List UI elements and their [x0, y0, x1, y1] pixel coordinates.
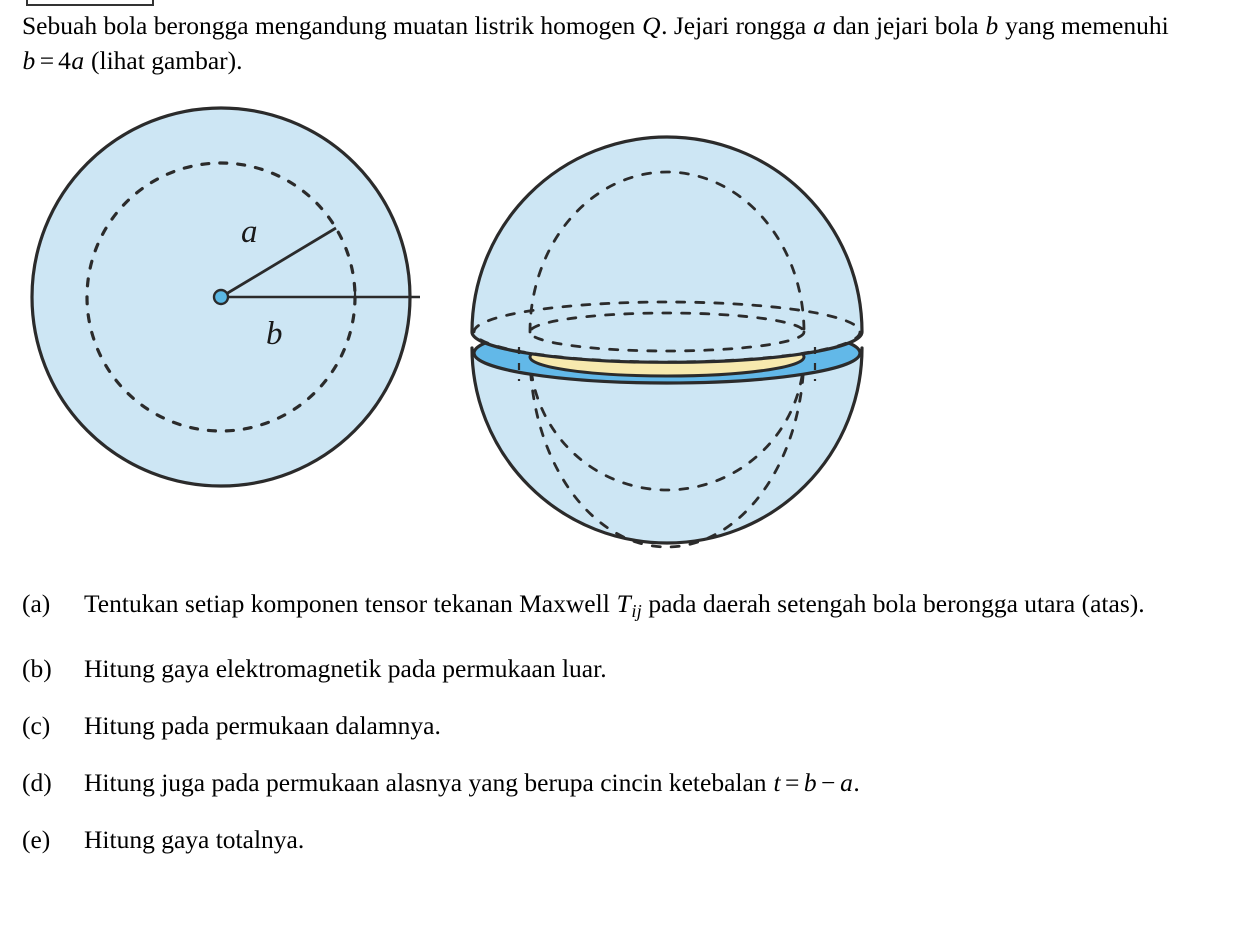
list-item-a: (a) Tentukan setiap komponen tensor teka… — [22, 586, 1217, 629]
item-marker-d: (d) — [22, 768, 52, 798]
statement-part-1: Sebuah bola berongga mengandung muatan l… — [22, 11, 642, 40]
item-d-rhs-a: a — [840, 768, 853, 798]
radius-line-a — [220, 226, 337, 299]
item-body-d: Hitung juga pada permukaan alasnya yang … — [84, 765, 1217, 800]
relation-coefficient: 4 — [58, 46, 71, 75]
list-item-e: (e) Hitung gaya totalnya. — [22, 822, 1217, 857]
charge-symbol: Q — [642, 11, 661, 40]
item-body-a: Tentukan setiap komponen tensor tekanan … — [84, 586, 1217, 629]
item-body-c: Hitung pada permukaan dalamnya. — [84, 711, 441, 741]
item-body-b: Hitung gaya elektromagnetik pada permuka… — [84, 654, 607, 684]
upper-cavity-dashed-dome — [528, 170, 806, 334]
item-d-equals: = — [785, 768, 800, 798]
list-item-d: (d) Hitung juga pada permukaan alasnya y… — [22, 765, 1217, 800]
item-d-text-after: . — [853, 768, 860, 798]
item-marker-c: (c) — [22, 711, 51, 741]
statement-part-2: . Jejari rongga — [661, 11, 813, 40]
item-d-thickness-symbol: t — [773, 768, 781, 798]
cropped-label-box — [26, 0, 154, 6]
figure-hollow-sphere: a b — [0, 95, 900, 555]
center-dot — [212, 288, 230, 306]
item-d-text-before: Hitung juga pada permukaan alasnya yang … — [84, 768, 773, 798]
label-a: a — [241, 214, 258, 250]
item-a-math-symbol: T — [616, 589, 631, 618]
cavity-radius-symbol: a — [813, 11, 826, 40]
statement-part-5: (lihat gambar). — [84, 46, 243, 75]
figure-svg: a b — [30, 106, 864, 549]
relation-equals: = — [39, 46, 55, 75]
item-a-text-before: Tentukan setiap komponen tensor tekanan … — [84, 589, 617, 618]
sphere-radius-symbol: b — [985, 11, 999, 40]
item-d-minus: − — [821, 768, 836, 798]
list-item-b: (b) Hitung gaya elektromagnetik pada per… — [22, 651, 1217, 686]
item-marker-e: (e) — [22, 825, 51, 855]
item-marker-a: (a) — [22, 589, 51, 618]
upper-cavity-dashed-ellipse — [528, 311, 806, 353]
lower-cavity-dashed-arc — [528, 351, 806, 492]
label-b: b — [266, 316, 283, 352]
statement-part-3: dan jejari bola — [826, 11, 985, 40]
left-cross-section-view: a b — [30, 106, 420, 488]
item-a-text-after: pada daerah setengah bola berongga utara… — [641, 589, 1145, 618]
item-body-e: Hitung gaya totalnya. — [84, 825, 305, 855]
relation-lhs: b — [22, 46, 36, 75]
statement-part-4: yang memenuhi — [998, 11, 1169, 40]
question-list: (a) Tentukan setiap komponen tensor teka… — [22, 586, 1217, 879]
item-marker-b: (b) — [22, 654, 52, 684]
problem-statement: Sebuah bola berongga mengandung muatan l… — [22, 8, 1217, 78]
item-d-rhs-b: b — [803, 768, 817, 798]
item-a-math-subscript: ij — [631, 601, 642, 622]
list-item-c: (c) Hitung pada permukaan dalamnya. — [22, 708, 1217, 743]
relation-rhs-var: a — [71, 46, 85, 75]
upper-equator-dashed-ellipse — [472, 300, 862, 364]
right-cut-sphere-view — [470, 135, 864, 549]
